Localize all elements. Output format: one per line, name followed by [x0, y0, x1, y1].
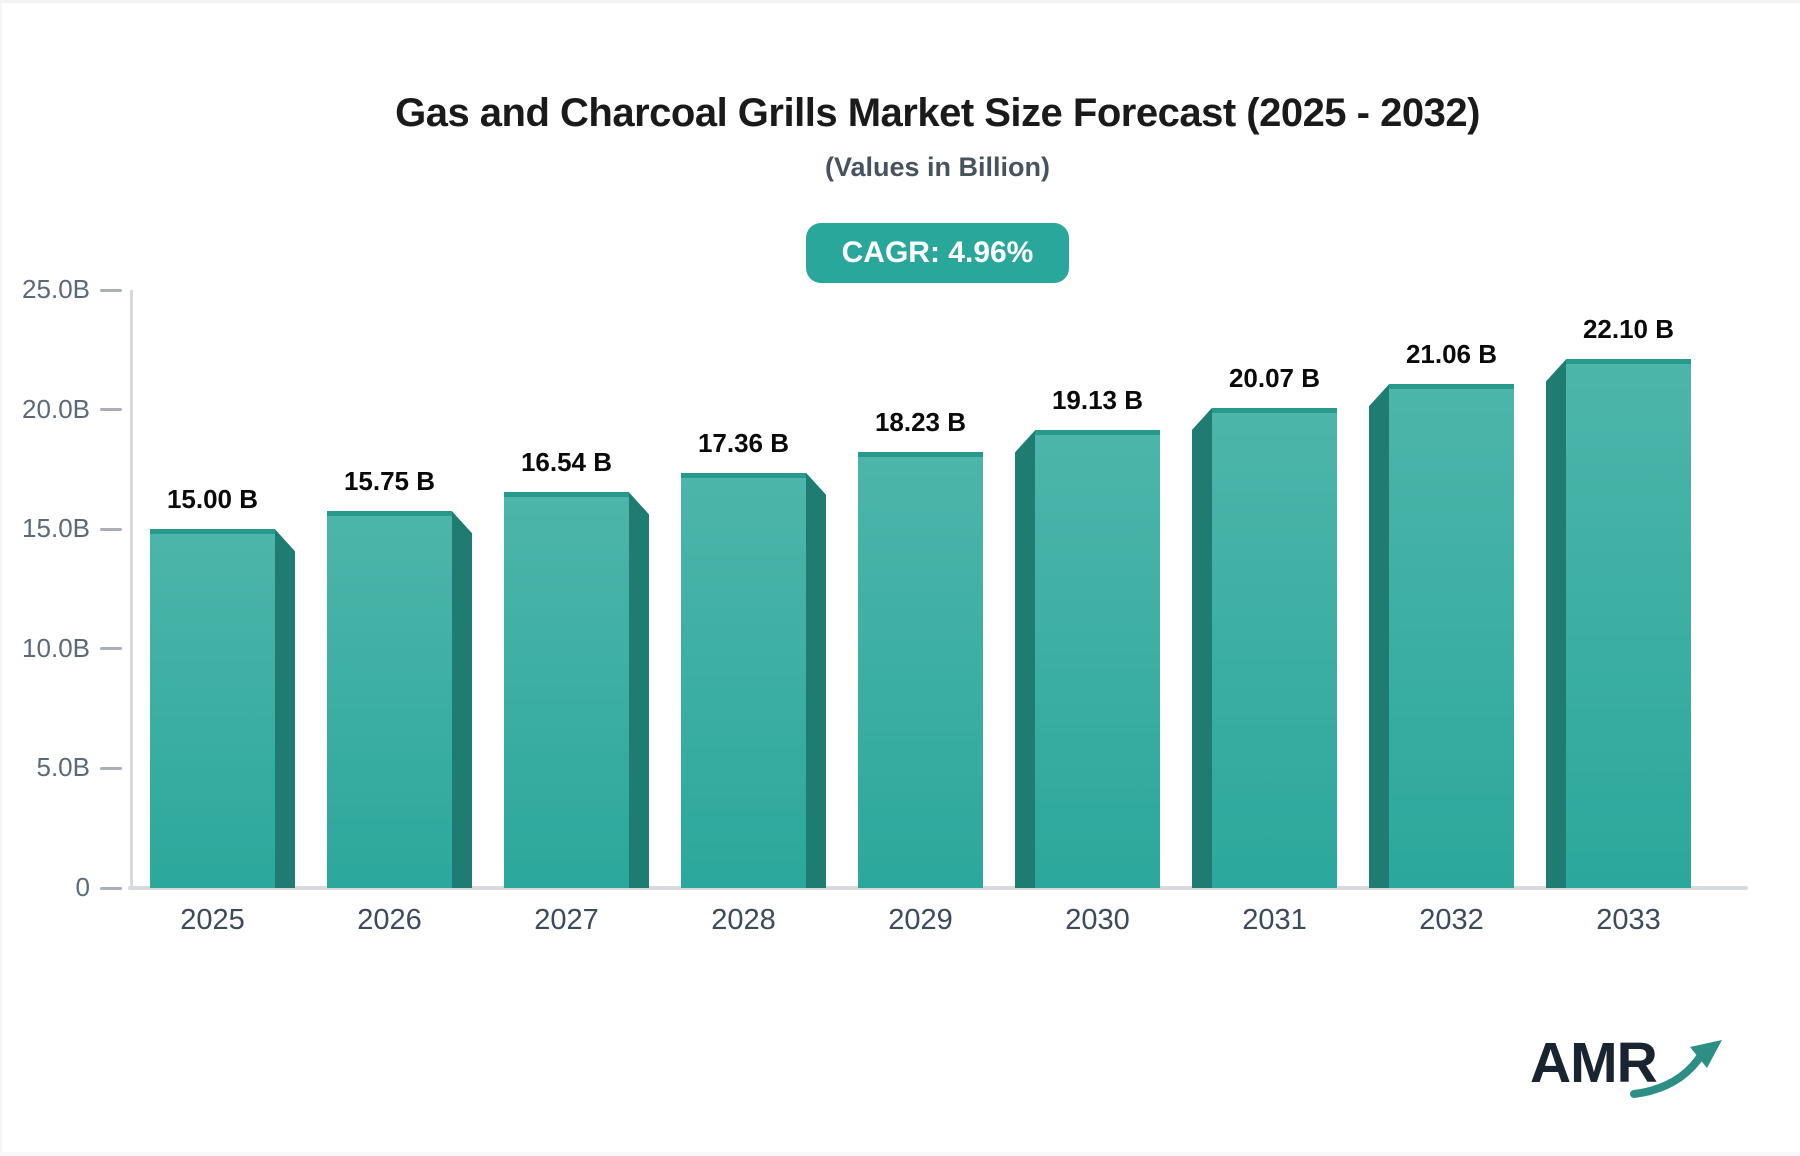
bar-value-label-2032: 21.06 B: [1405, 339, 1498, 370]
x-axis-label-2031: 2031: [1242, 904, 1307, 936]
chart-title: Gas and Charcoal Grills Market Size Fore…: [395, 91, 1480, 135]
amr-logo: AMR: [1530, 1030, 1730, 1110]
chart-header: Gas and Charcoal Grills Market Size Fore…: [130, 90, 1745, 283]
bar-side-face-2026: [452, 511, 472, 888]
x-axis-baseline: [128, 886, 1748, 890]
bar-2025: [150, 529, 275, 888]
bar-2027: [504, 492, 629, 888]
bar-side-face-2032: [1369, 384, 1389, 888]
bar-value-label-2031: 20.07 B: [1228, 362, 1321, 393]
y-tick-label: 5.0B: [36, 752, 91, 783]
bar-side-face-2027: [629, 492, 649, 888]
bar-2026: [327, 511, 452, 888]
y-tick-label: 15.0B: [22, 513, 90, 544]
window-edge-bottom: [0, 1152, 1800, 1156]
bar-side-face-2028: [806, 472, 826, 888]
y-tick-dash: [100, 647, 122, 651]
x-axis-label-2025: 2025: [180, 904, 245, 936]
bar-side-face-2030: [1015, 430, 1035, 888]
window-edge-left: [0, 0, 2, 1156]
bar-2032: [1389, 384, 1514, 888]
bar-side-face-2031: [1192, 407, 1212, 888]
y-axis-line: [130, 290, 133, 888]
x-axis-label-2027: 2027: [534, 904, 599, 936]
y-tick-dash: [100, 527, 122, 531]
x-axis-label-2028: 2028: [711, 904, 776, 936]
bar-value-label-2027: 16.54 B: [520, 447, 613, 478]
bar-value-label-2033: 22.10 B: [1582, 314, 1675, 345]
y-tick-dash: [100, 766, 122, 770]
amr-logo-text: AMR: [1530, 1031, 1658, 1095]
bar-value-label-2028: 17.36 B: [697, 427, 790, 458]
y-tick-label: 10.0B: [22, 632, 90, 663]
y-tick-dash: [100, 886, 122, 890]
y-tick-label: 20.0B: [22, 393, 90, 424]
chart-subtitle: (Values in Billion): [824, 152, 1051, 182]
logo-growth-arrow-icon: [1630, 1040, 1722, 1098]
x-axis-label-2032: 2032: [1419, 904, 1484, 936]
bar-2029: [858, 451, 983, 888]
y-tick-label: 25.0B: [22, 274, 90, 304]
bar-2030: [1035, 430, 1160, 888]
cagr-badge: CAGR: 4.96%: [805, 223, 1070, 283]
y-tick-dash: [100, 408, 122, 412]
bar-2031: [1212, 407, 1337, 888]
bar-2028: [681, 472, 806, 888]
x-axis-label-2030: 2030: [1065, 904, 1130, 936]
bar-value-label-2030: 19.13 B: [1051, 385, 1144, 416]
bar-2033: [1566, 359, 1691, 888]
x-axis-label-2026: 2026: [357, 904, 422, 936]
bar-value-label-2025: 15.00 B: [166, 484, 259, 515]
bar-value-label-2029: 18.23 B: [874, 406, 967, 437]
y-tick-label: 0: [75, 872, 90, 902]
x-axis-label-2029: 2029: [888, 904, 953, 936]
bar-side-face-2033: [1546, 359, 1566, 888]
y-tick-dash: [100, 288, 122, 292]
window-edge-top: [0, 0, 1800, 3]
x-axis-label-2033: 2033: [1596, 904, 1661, 936]
bar-value-label-2026: 15.75 B: [343, 466, 436, 497]
bar-side-face-2025: [275, 529, 295, 888]
